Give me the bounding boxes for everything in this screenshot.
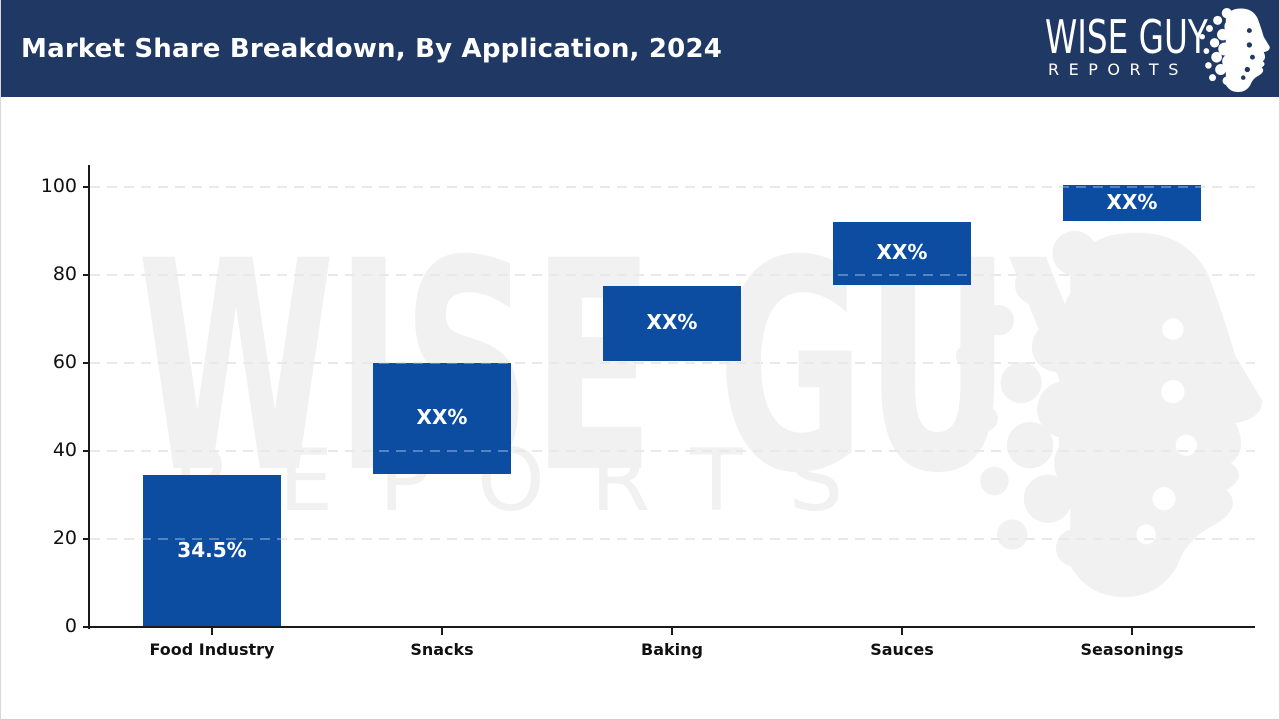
gridline-overlay [90, 274, 1255, 276]
y-tick-label: 80 [5, 263, 77, 285]
logo-wordmark: WISE GUY [1045, 12, 1208, 63]
header-bar: Market Share Breakdown, By Application, … [1, 0, 1280, 97]
gridline-overlay [90, 186, 1255, 188]
x-tick-mark [901, 628, 903, 635]
gridline-overlay [90, 450, 1255, 452]
watermark-head-icon [929, 222, 1274, 597]
y-tick-label: 0 [5, 615, 77, 637]
x-tick-mark [441, 628, 443, 635]
bar-value-label: XX% [373, 405, 511, 429]
x-axis-line [88, 626, 1255, 628]
x-tick-mark [1131, 628, 1133, 635]
x-tick-mark [211, 628, 213, 635]
y-axis-line [88, 165, 90, 629]
bar-value-label: 34.5% [143, 538, 281, 562]
dotted-head-icon [1196, 6, 1270, 92]
y-tick-label: 100 [5, 175, 77, 197]
gridline-overlay [90, 362, 1255, 364]
x-category-label: Seasonings [1022, 640, 1242, 659]
logo-subtext: REPORTS [1048, 60, 1188, 79]
x-category-label: Snacks [332, 640, 552, 659]
bar-value-label: XX% [603, 310, 741, 334]
report-chart-page: WISE GUY REPORTS 0 20 40 60 80 100 34.5% Food I… [0, 0, 1280, 720]
bar-value-label: XX% [1063, 190, 1201, 214]
x-category-label: Sauces [792, 640, 1012, 659]
page-title: Market Share Breakdown, By Application, … [21, 0, 722, 97]
y-tick-label: 40 [5, 439, 77, 461]
wise-guy-reports-logo: WISE GUY REPORTS [1011, 4, 1273, 94]
y-tick-label: 60 [5, 351, 77, 373]
y-tick-label: 20 [5, 527, 77, 549]
x-category-label: Food Industry [102, 640, 322, 659]
bar-value-label: XX% [833, 240, 971, 264]
x-tick-mark [671, 628, 673, 635]
x-category-label: Baking [562, 640, 782, 659]
